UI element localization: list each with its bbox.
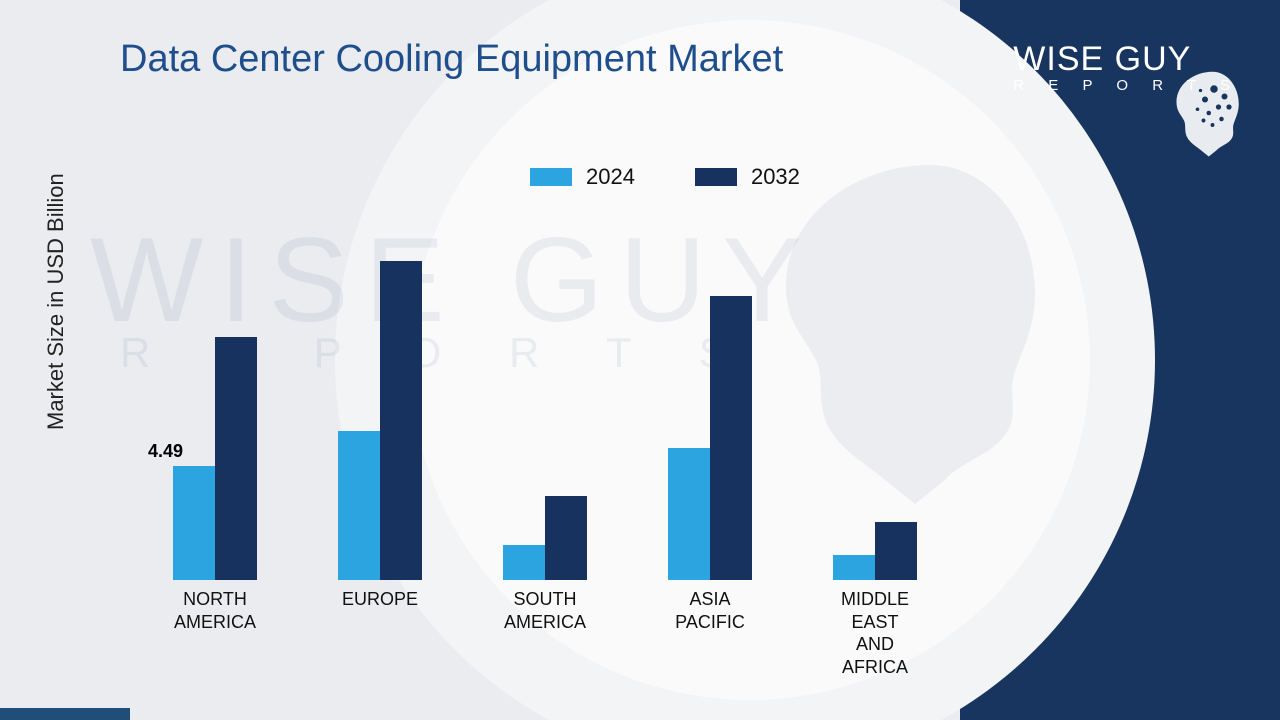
bar-group — [305, 261, 455, 580]
bottom-accent-bar — [0, 708, 130, 720]
x-labels: NORTHAMERICAEUROPESOUTHAMERICAASIAPACIFI… — [130, 588, 960, 678]
x-axis-label: EUROPE — [305, 588, 455, 678]
legend-label-2024: 2024 — [586, 164, 635, 190]
content-layer: Data Center Cooling Equipment Market WIS… — [0, 0, 1280, 720]
bar-group — [470, 496, 620, 580]
bar-2032 — [710, 296, 752, 580]
legend-swatch-2024 — [530, 168, 572, 186]
plot-area: 4.49 — [130, 200, 960, 580]
bar-groups: 4.49 — [130, 200, 960, 580]
legend-item-2024: 2024 — [530, 164, 635, 190]
legend-swatch-2032 — [695, 168, 737, 186]
bar-2024 — [173, 466, 215, 580]
bar-value-label: 4.49 — [148, 441, 183, 462]
bar-2024 — [833, 555, 875, 580]
bar-group — [635, 296, 785, 580]
bar-group — [800, 522, 950, 580]
x-axis-label: ASIAPACIFIC — [635, 588, 785, 678]
bar-2024 — [503, 545, 545, 580]
bar-2032 — [380, 261, 422, 580]
x-axis-label: SOUTHAMERICA — [470, 588, 620, 678]
bar-2024 — [338, 431, 380, 580]
page-title: Data Center Cooling Equipment Market — [120, 38, 783, 82]
bar-group: 4.49 — [140, 337, 290, 580]
legend: 2024 2032 — [530, 164, 800, 190]
bar-2032 — [545, 496, 587, 580]
brand-logo: WISE GUY R E P O R T S — [1013, 40, 1240, 94]
legend-label-2032: 2032 — [751, 164, 800, 190]
chart: Market Size in USD Billion 2024 2032 4.4… — [60, 170, 960, 690]
y-axis-label: Market Size in USD Billion — [43, 173, 69, 430]
legend-item-2032: 2032 — [695, 164, 800, 190]
bar-2032 — [215, 337, 257, 580]
x-axis-label: MIDDLEEASTANDAFRICA — [800, 588, 950, 678]
bar-2024 — [668, 448, 710, 580]
bar-2032 — [875, 522, 917, 580]
brand-head-icon — [1160, 68, 1250, 158]
x-axis-label: NORTHAMERICA — [140, 588, 290, 678]
chart-canvas: Data Center Cooling Equipment Market WIS… — [0, 0, 1280, 720]
